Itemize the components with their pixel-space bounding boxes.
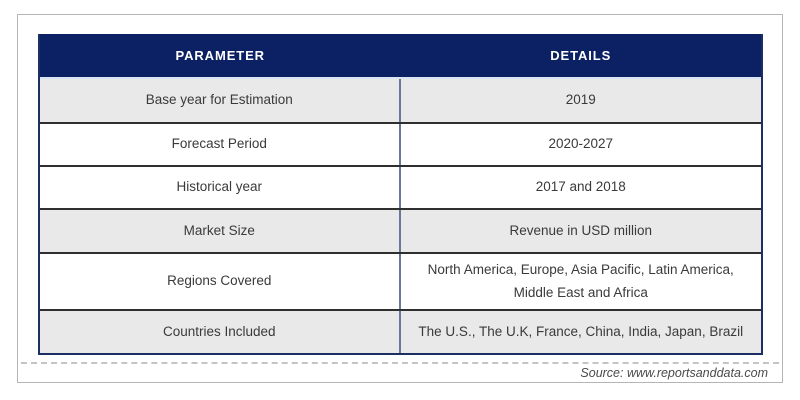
parameter-cell: Historical year (40, 167, 401, 208)
source-attribution: Source: www.reportsanddata.com (580, 366, 768, 380)
column-header-details: DETAILS (550, 48, 612, 63)
table-row-regions-covered: Regions Covered North America, Europe, A… (40, 252, 761, 309)
parameter-cell: Countries Included (40, 311, 401, 353)
parameter-cell: Base year for Estimation (40, 79, 401, 122)
table-row-historical-year: Historical year 2017 and 2018 (40, 165, 761, 208)
details-cell: The U.S., The U.K, France, China, India,… (418, 323, 744, 339)
table-row-countries-included: Countries Included The U.S., The U.K, Fr… (40, 309, 761, 353)
report-scope-card: PARAMETER DETAILS Base year for Estimati… (17, 14, 783, 383)
details-cell: 2017 and 2018 (535, 179, 626, 195)
details-cell: North America, Europe, Asia Pacific, Lat… (427, 261, 734, 300)
parameter-cell: Regions Covered (40, 254, 401, 309)
details-cell: 2020-2027 (548, 136, 614, 152)
parameter-cell: Forecast Period (40, 124, 401, 165)
dashed-divider (21, 362, 779, 364)
column-header-parameter: PARAMETER (175, 48, 265, 63)
parameter-cell: Market Size (40, 210, 401, 252)
details-cell: Revenue in USD million (509, 222, 653, 238)
table-row-market-size: Market Size Revenue in USD million (40, 208, 761, 252)
details-cell: 2019 (565, 92, 596, 108)
table-row-forecast-period: Forecast Period 2020-2027 (40, 122, 761, 165)
table-row-base-year: Base year for Estimation 2019 (40, 79, 761, 122)
parameters-table: PARAMETER DETAILS Base year for Estimati… (38, 34, 763, 355)
table-header-row: PARAMETER DETAILS (40, 34, 761, 79)
